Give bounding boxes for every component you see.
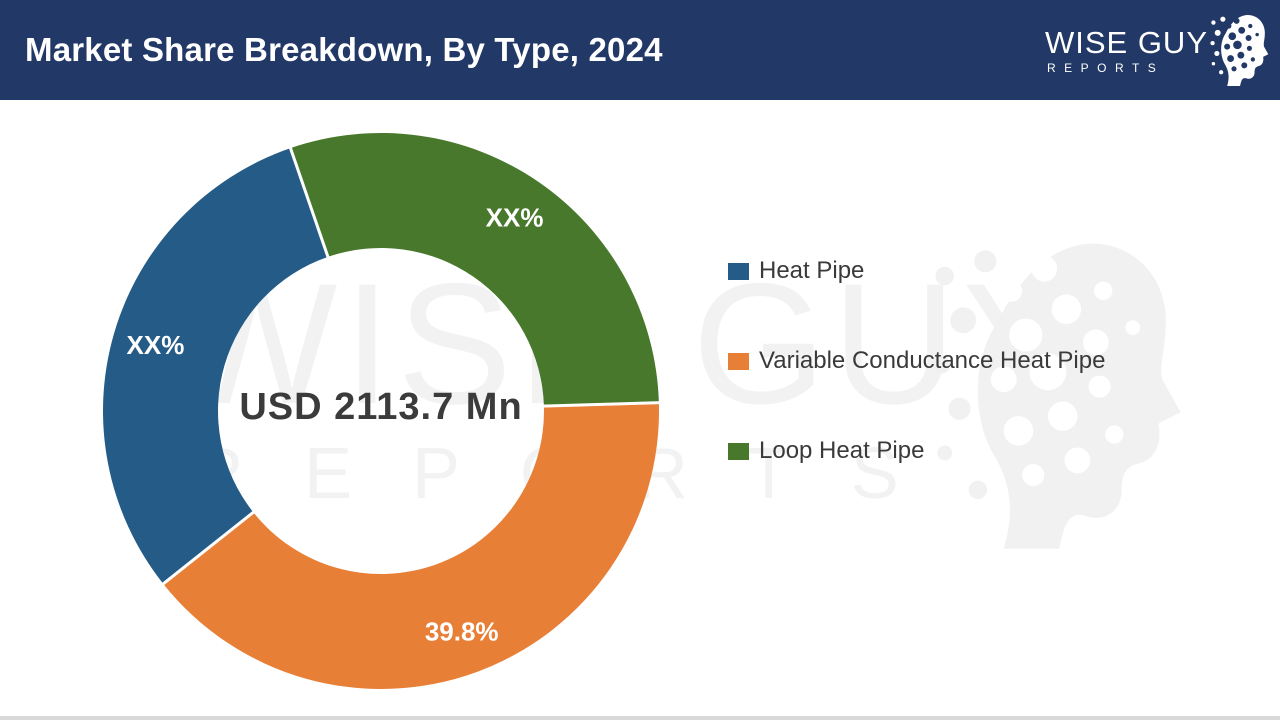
legend-item-variable-conductance-heat-pipe: Variable Conductance Heat Pipe (728, 347, 1105, 375)
brand-logo: WISE GUY REPORTS (1045, 11, 1270, 89)
brand-head-icon (1210, 15, 1269, 87)
segment-value-label: 39.8% (425, 617, 499, 647)
chart-center-value: USD 2113.7 Mn (239, 386, 523, 428)
page-title: Market Share Breakdown, By Type, 2024 (25, 31, 663, 68)
header-bar: Market Share Breakdown, By Type, 2024 WI… (0, 0, 1280, 100)
brand-name: WISE GUY (1044, 24, 1208, 60)
legend-item-loop-heat-pipe: Loop Heat Pipe (728, 437, 1105, 465)
segment-separator (160, 509, 256, 587)
legend-label: Heat Pipe (759, 257, 865, 284)
legend-swatch-icon (728, 352, 749, 370)
chart-legend: Heat Pipe Variable Conductance Heat Pipe L… (728, 257, 1105, 527)
legend-swatch-icon (728, 262, 749, 280)
legend-item-heat-pipe: Heat Pipe (728, 257, 1105, 285)
brand-subtitle: REPORTS (1046, 60, 1165, 75)
footer-divider (0, 716, 1280, 720)
legend-label: Loop Heat Pipe (759, 437, 925, 464)
legend-swatch-icon (728, 442, 749, 460)
legend-label: Variable Conductance Heat Pipe (759, 347, 1106, 374)
segment-separator (288, 145, 331, 260)
segment-value-label: XX% (486, 203, 544, 233)
